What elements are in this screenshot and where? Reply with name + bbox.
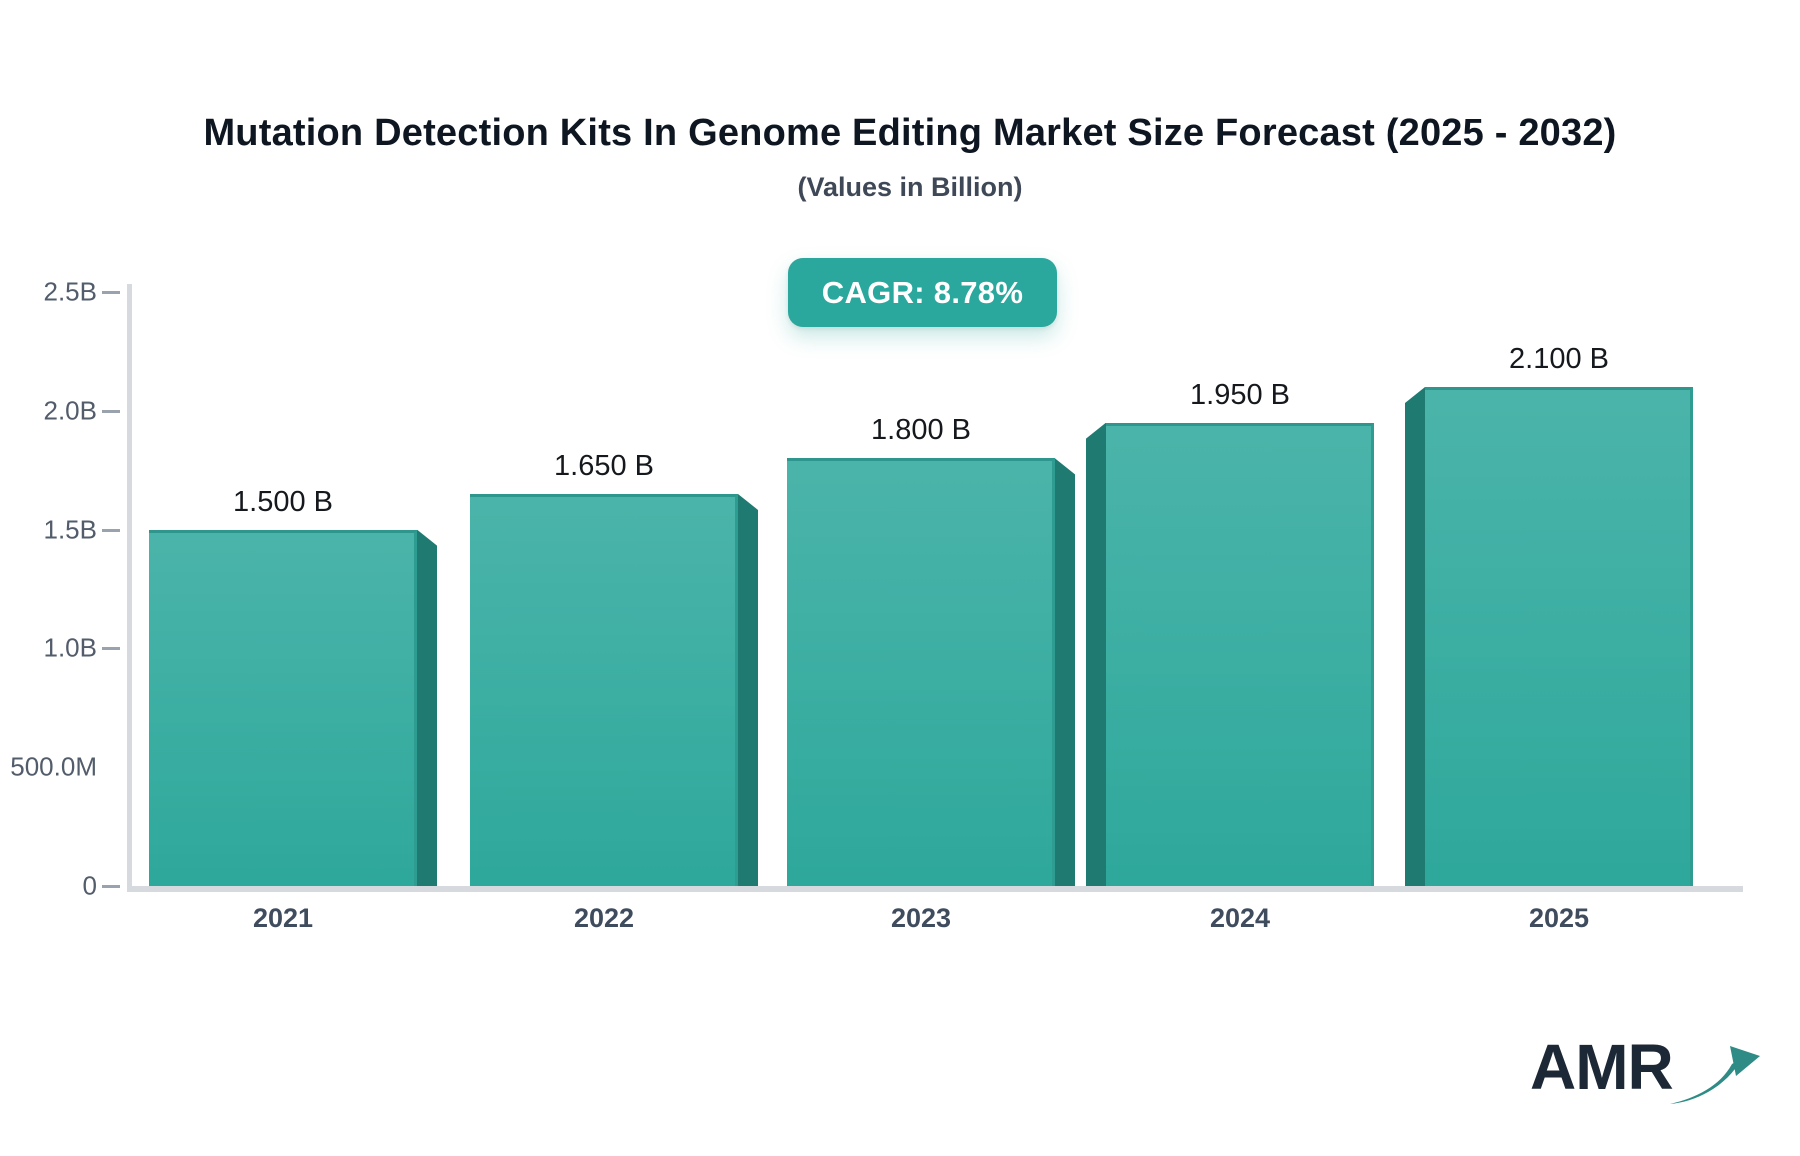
- brand-logo: AMR: [1530, 1022, 1760, 1122]
- x-tick-label: 2025: [1528, 903, 1590, 933]
- bar-face: [470, 493, 738, 886]
- y-tick-label: 1.0B: [43, 632, 98, 663]
- x-axis-line: [127, 886, 1743, 892]
- bar-value-label: 2.100 B: [1509, 343, 1609, 376]
- bar-face: [787, 458, 1055, 886]
- page-subtitle: (Values in Billion): [797, 172, 1023, 202]
- x-tick-label: 2022: [573, 903, 635, 933]
- bar-side-3d: [1405, 387, 1425, 886]
- y-tick-dash: [102, 647, 120, 651]
- y-tick-dash: [102, 291, 120, 294]
- bar-face: [1425, 387, 1693, 886]
- bar-side-3d: [738, 493, 758, 886]
- brand-logo-text: AMR: [1530, 1031, 1674, 1103]
- cagr-badge-label: CAGR: 8.78%: [821, 274, 1024, 310]
- bar-side-3d: [1086, 422, 1106, 886]
- y-tick-dash: [102, 409, 120, 413]
- page-title: Mutation Detection Kits In Genome Editin…: [203, 112, 1617, 154]
- cagr-badge: CAGR: 8.78%: [788, 258, 1057, 327]
- x-tick-label: 2021: [252, 903, 314, 933]
- x-tick-label: 2024: [1209, 903, 1271, 933]
- bar-value-label: 1.500 B: [233, 485, 333, 518]
- y-tick-dash: [102, 885, 120, 888]
- bar-side-3d: [1055, 458, 1075, 886]
- trend-arrow-icon: [1670, 1046, 1760, 1104]
- bar-side-3d: [417, 529, 437, 886]
- bar-value-label: 1.800 B: [871, 414, 971, 447]
- y-axis-line: [127, 284, 132, 892]
- bar-value-label: 1.950 B: [1190, 378, 1290, 411]
- y-tick-dash: [102, 528, 120, 532]
- y-tick-label: 2.5B: [43, 276, 98, 307]
- bar-value-label: 1.650 B: [554, 449, 654, 482]
- y-tick-label: 1.5B: [43, 514, 98, 545]
- y-tick-label: 500.0M: [10, 751, 97, 782]
- y-tick-label: 2.0B: [43, 395, 98, 426]
- bar-face: [149, 529, 417, 886]
- x-tick-label: 2023: [890, 903, 952, 933]
- bar-face: [1106, 422, 1374, 886]
- y-tick-label: 0: [82, 870, 97, 901]
